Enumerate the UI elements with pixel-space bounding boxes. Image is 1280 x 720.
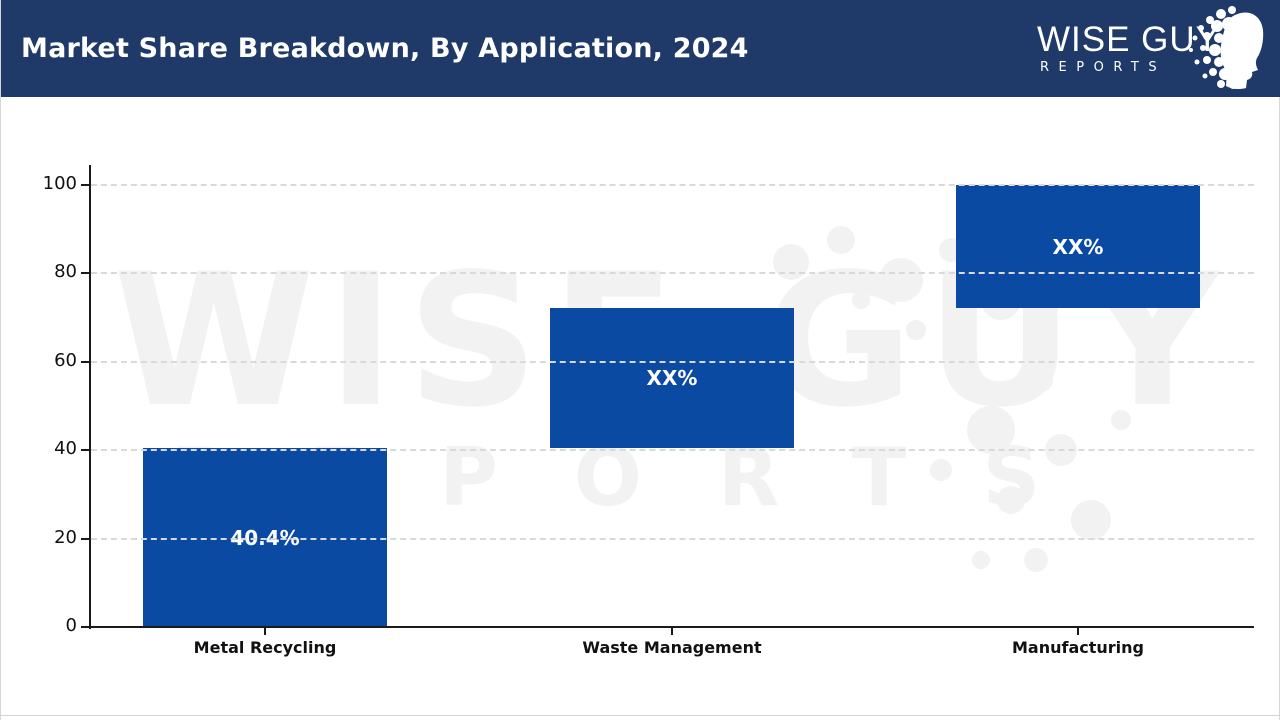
watermark-dot (773, 244, 809, 280)
watermark-dot (997, 486, 1025, 514)
y-axis-tick-label: 100 (42, 173, 77, 194)
y-axis-tick-label: 80 (54, 261, 77, 283)
bottom-divider (1, 715, 1280, 716)
dotted-face-icon (1189, 6, 1264, 90)
y-axis-tick-label: 0 (65, 615, 77, 636)
watermark-dot (1029, 368, 1053, 392)
gridline (91, 449, 1254, 452)
watermark-dot (1071, 500, 1111, 540)
y-axis-tick (81, 184, 89, 186)
y-axis-tick (81, 537, 89, 540)
header-band: Market Share Breakdown, By Application, … (1, 0, 1280, 97)
y-axis-tick (81, 360, 89, 363)
watermark-dot (967, 406, 1015, 454)
y-axis-line (89, 165, 91, 629)
logo-subtext: REPORTS (1040, 60, 1167, 75)
gridline (91, 360, 1254, 363)
y-axis-tick-label: 40 (54, 438, 77, 460)
x-axis-tick (671, 627, 673, 635)
x-axis-category-label: Waste Management (582, 638, 762, 657)
gridline (91, 272, 1254, 275)
page-title: Market Share Breakdown, By Application, … (21, 33, 749, 64)
watermark-dot (930, 459, 952, 481)
watermark-dot (945, 354, 977, 386)
logo-text: WISE GUY REPORTS (1037, 22, 1220, 75)
y-axis-tick-label: 60 (54, 349, 77, 371)
y-axis-tick (81, 626, 89, 628)
x-axis-category-label: Manufacturing (1012, 638, 1144, 657)
x-axis-tick (264, 627, 266, 635)
y-axis-tick-label: 20 (54, 526, 77, 548)
gridline (91, 537, 1254, 540)
x-axis-line (89, 626, 1254, 628)
x-axis-category-label: Metal Recycling (193, 638, 337, 657)
logo-wordmark: WISE GUY (1037, 20, 1221, 59)
bar-value-label: XX% (646, 366, 698, 391)
watermark-dot (827, 226, 855, 254)
gridline (91, 184, 1254, 186)
watermark-dot (1024, 548, 1048, 572)
y-axis-tick (81, 272, 89, 275)
bar-segment: XX% (550, 308, 794, 449)
watermark-dot (879, 258, 923, 302)
watermark-dot (972, 551, 990, 569)
watermark-dot (852, 291, 870, 309)
bar-value-label: XX% (1052, 234, 1104, 259)
wise-guy-reports-logo: WISE GUY REPORTS (1025, 4, 1265, 94)
x-axis-tick (1077, 627, 1079, 635)
bar-segment: XX% (956, 185, 1200, 309)
watermark-dot (1111, 410, 1131, 430)
y-axis-tick (81, 449, 89, 452)
watermark-dot (906, 320, 926, 340)
